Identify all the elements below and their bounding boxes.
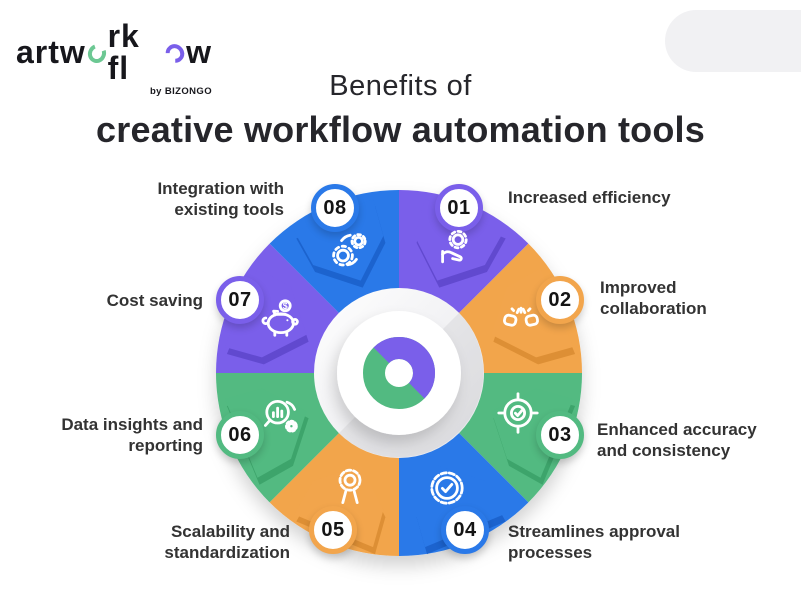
center-donut-purple [373,336,436,399]
target-check-icon [494,389,542,437]
fist-bump-icon [497,294,545,342]
wheel-panel-08 [294,198,384,281]
badge-08-number: 08 [323,196,347,219]
wheel-center [314,288,484,458]
logo-text-2: rk fl [107,18,140,86]
magnifier-chart-icon [257,393,305,441]
label-06: Data insights and reporting [61,415,203,455]
gears-icon [325,226,373,274]
badge-04: 04 [441,506,489,554]
label-04: Streamlines approval processes [508,522,680,562]
svg-text:$: $ [283,301,288,311]
title-line-1: Benefits of [329,70,472,102]
label-08: Integration with existing tools [157,179,284,219]
label-01: Increased efficiency [508,188,671,207]
label-03: Enhanced accuracy and consistency [597,420,757,460]
badge-02: 02 [536,276,584,324]
label-05: Scalability and standardization [164,522,290,562]
label-02: Improved collaboration [600,278,707,318]
badge-05-number: 05 [321,518,345,541]
badge-05: 05 [309,506,357,554]
medal-icon [326,463,374,511]
title-line-2: creative workflow automation tools [96,109,705,150]
badge-01-number: 01 [447,196,471,219]
wheel-panel-02 [491,268,574,358]
wheel-panel-06 [224,388,307,478]
logo-wordmark: artw rk fl w [16,20,212,84]
badge-02-number: 02 [548,288,572,311]
badge-07-number: 07 [228,288,252,311]
logo-byline: by BIZONGO [149,86,212,97]
center-disc [337,311,461,435]
badge-01: 01 [435,184,483,232]
label-07: Cost saving [106,291,203,310]
artwork-flow-logo: artw rk fl w by BIZONGO [16,20,212,97]
seal-check-icon [423,464,471,512]
green-arc-o-icon [84,41,109,66]
logo-text-3: w [186,34,212,70]
badge-08: 08 [311,184,359,232]
hand-gear-icon [433,223,481,271]
badge-03: 03 [536,411,584,459]
badge-06: 06 [216,411,264,459]
logo-text-1: artw [16,34,86,70]
badge-07: 07 [216,276,264,324]
page-title: Benefits of creative workflow automation… [0,70,801,151]
benefits-wheel [216,190,582,556]
purple-arc-o-icon [162,40,189,67]
piggy-bank-icon: $ [258,294,306,342]
corner-decoration [665,10,801,72]
badge-04-number: 04 [453,518,477,541]
badge-06-number: 06 [228,423,252,446]
badge-03-number: 03 [548,423,572,446]
